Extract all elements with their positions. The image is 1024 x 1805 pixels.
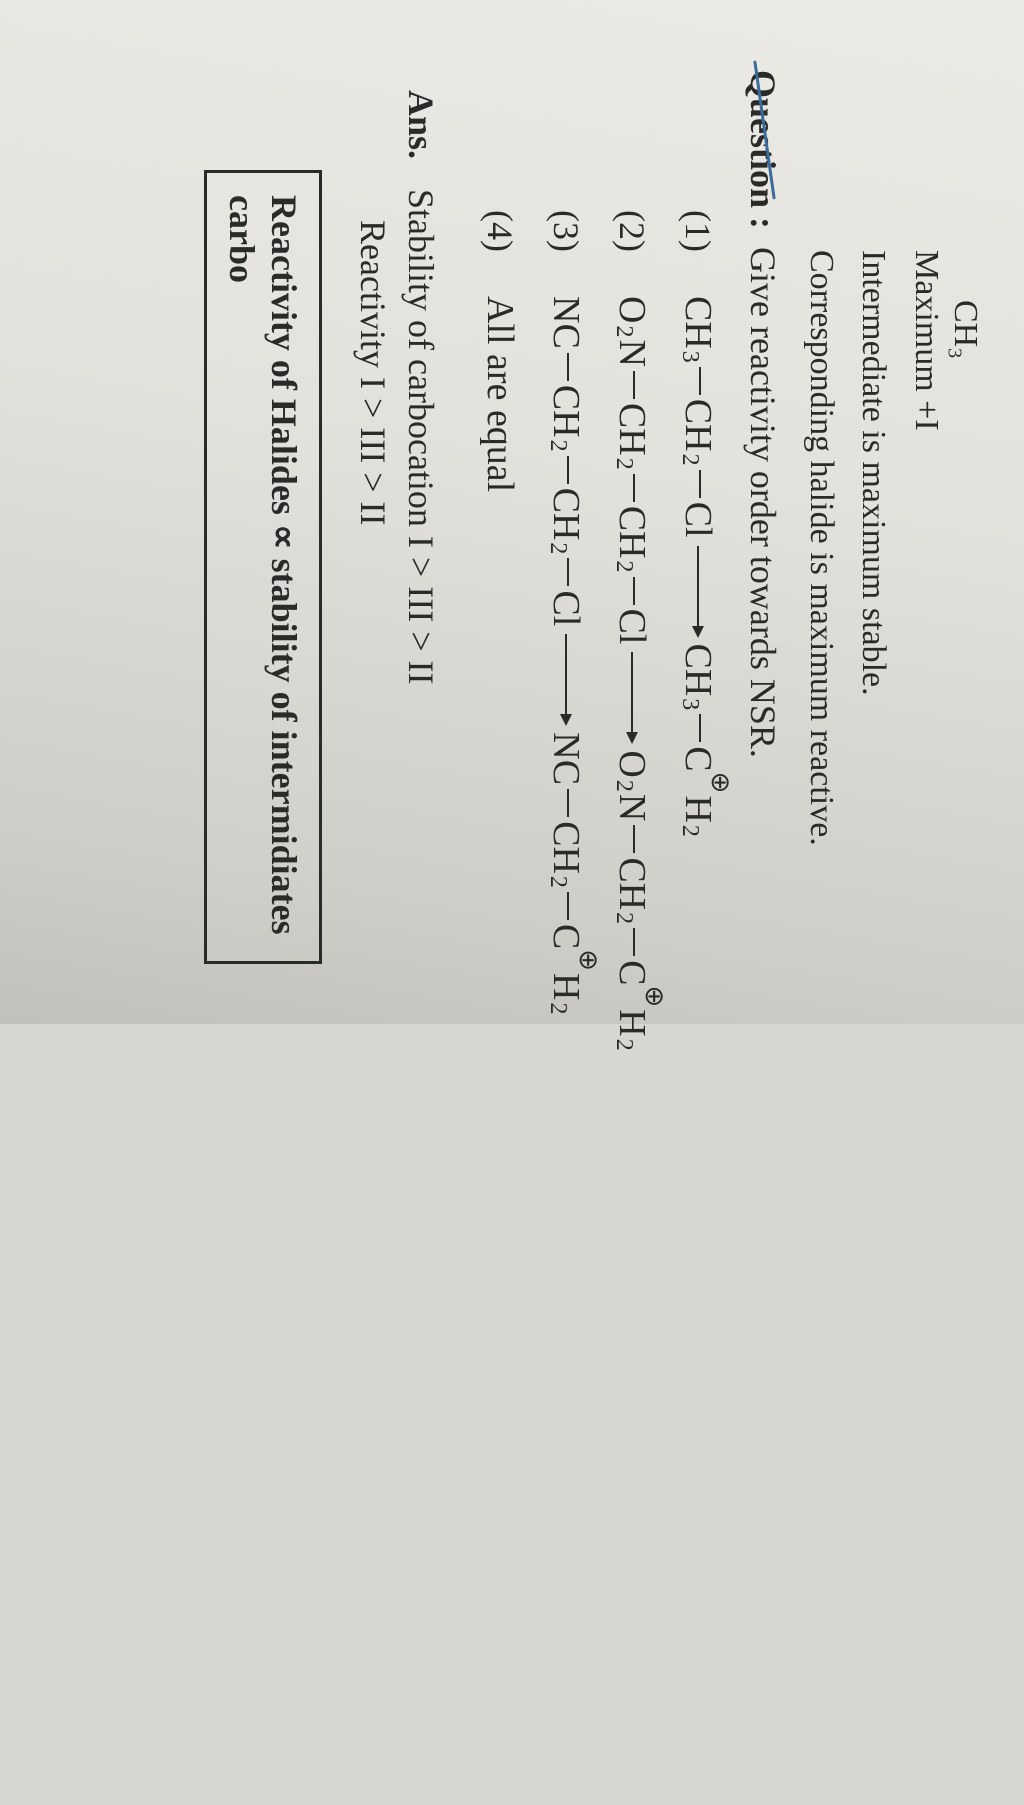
question-text: Give reactivity order towards NSR. [742, 247, 784, 758]
option-4-num: (4) [479, 210, 521, 270]
option-3-num: (3) [545, 210, 587, 270]
option-1-num: (1) [677, 210, 719, 270]
ch3-text: CH₃ [947, 300, 984, 359]
answer-line1: Stability of carbocation I > III > II [400, 189, 442, 684]
question-row: Question : Give reactivity order towards… [742, 70, 784, 964]
option-4: (4) All are equal [478, 210, 522, 964]
option-3: (3) NCCH2CH2Cl NCCH2C⊕H2 [544, 210, 588, 964]
option-2-num: (2) [611, 210, 653, 270]
answer-label: Ans. [400, 90, 442, 159]
line-maximum: Maximum +I [899, 250, 952, 964]
question-label: Question : [742, 70, 784, 229]
page-container: CH₃ Maximum +I Intermediate is maximum s… [0, 0, 1024, 1024]
answer-line2: Reactivity I > III > II [352, 220, 394, 964]
arrow-icon [631, 652, 633, 742]
boxed-statement: Reactivity of Halides ∝ stability of int… [204, 170, 322, 964]
line-intermediate: Intermediate is maximum stable. [847, 250, 900, 964]
arrow-icon [565, 634, 567, 724]
line-corresponding: Corresponding halide is maximum reactive… [794, 250, 847, 964]
option-2: (2) O2NCH2CH2Cl O2NCH2C⊕H2 [610, 210, 654, 964]
question-label-text: Question : [743, 70, 783, 229]
option-3-formula: NCCH2CH2Cl NCCH2C⊕H2 [544, 296, 588, 1015]
option-1: (1) CH3CH2Cl CH3C⊕H2 [676, 210, 720, 964]
answer-row: Ans. Stability of carbocation I > III > … [400, 90, 442, 964]
option-4-text: All are equal [478, 296, 522, 492]
option-1-formula: CH3CH2Cl CH3C⊕H2 [676, 296, 720, 837]
option-2-formula: O2NCH2CH2Cl O2NCH2C⊕H2 [610, 296, 654, 1051]
arrow-icon [697, 546, 699, 636]
